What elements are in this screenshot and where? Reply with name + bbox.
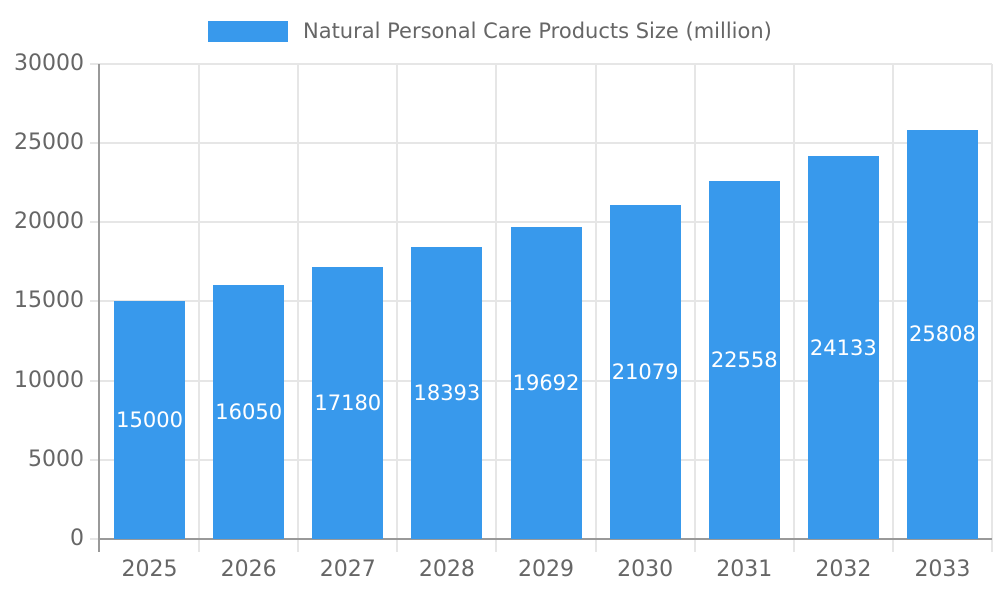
x-axis-line xyxy=(98,538,992,540)
y-axis-tick-label: 25000 xyxy=(14,129,84,155)
legend-label[interactable]: Natural Personal Care Products Size (mil… xyxy=(303,19,772,43)
gridline-vertical xyxy=(297,63,300,552)
x-axis-tick-label: 2032 xyxy=(815,557,872,582)
y-axis-tick-label: 30000 xyxy=(14,50,84,76)
legend-swatch[interactable] xyxy=(208,21,288,42)
y-axis-line xyxy=(98,63,100,552)
x-axis-tick-label: 2027 xyxy=(319,557,376,582)
x-axis-tick-label: 2026 xyxy=(220,557,277,582)
y-axis-tick-label: 0 xyxy=(70,526,84,551)
gridline-vertical xyxy=(594,63,597,552)
gridline-horizontal xyxy=(90,141,992,144)
gridline-vertical xyxy=(693,63,696,552)
bar-2032[interactable]: 24133 xyxy=(807,156,879,539)
bar-value-label: 15000 xyxy=(116,408,183,433)
bar-2029[interactable]: 19692 xyxy=(510,226,582,539)
x-axis-tick-label: 2030 xyxy=(617,557,674,582)
y-axis-tick-label: 15000 xyxy=(14,288,84,314)
x-axis-tick-label: 2025 xyxy=(121,557,178,582)
bar-2027[interactable]: 17180 xyxy=(312,266,384,539)
bar-value-label: 19692 xyxy=(512,370,580,395)
bar-2033[interactable]: 25808 xyxy=(906,129,978,539)
y-axis-tick-label: 5000 xyxy=(28,446,84,472)
bar-value-label: 22558 xyxy=(710,348,778,373)
bar-2028[interactable]: 18393 xyxy=(411,247,483,539)
bar-value-label: 24133 xyxy=(809,335,877,360)
x-axis-tick-label: 2028 xyxy=(418,557,475,582)
bar-value-label: 17180 xyxy=(314,390,382,415)
bar-value-label: 16050 xyxy=(215,399,283,424)
gridline-horizontal xyxy=(90,62,992,65)
y-axis-tick-label: 10000 xyxy=(14,367,84,393)
gridline-horizontal xyxy=(90,221,992,223)
bar-2031[interactable]: 22558 xyxy=(708,181,780,539)
x-axis-tick-label: 2031 xyxy=(716,557,773,582)
x-axis-tick-label: 2033 xyxy=(914,557,971,582)
bar-value-label: 25808 xyxy=(909,322,976,347)
bar-2025[interactable]: 15000 xyxy=(114,301,186,539)
gridline-vertical xyxy=(991,63,993,552)
gridline-vertical xyxy=(792,63,795,552)
bar-value-label: 18393 xyxy=(413,381,481,406)
bar-value-label: 21079 xyxy=(611,359,679,384)
gridline-vertical xyxy=(198,63,201,552)
gridline-vertical xyxy=(495,63,498,552)
y-axis-tick-label: 20000 xyxy=(14,209,84,234)
x-axis-tick-label: 2029 xyxy=(518,557,574,582)
bar-2026[interactable]: 16050 xyxy=(213,284,285,539)
gridline-vertical xyxy=(396,63,399,552)
gridline-vertical xyxy=(891,63,894,552)
bar-2030[interactable]: 21079 xyxy=(609,204,681,539)
